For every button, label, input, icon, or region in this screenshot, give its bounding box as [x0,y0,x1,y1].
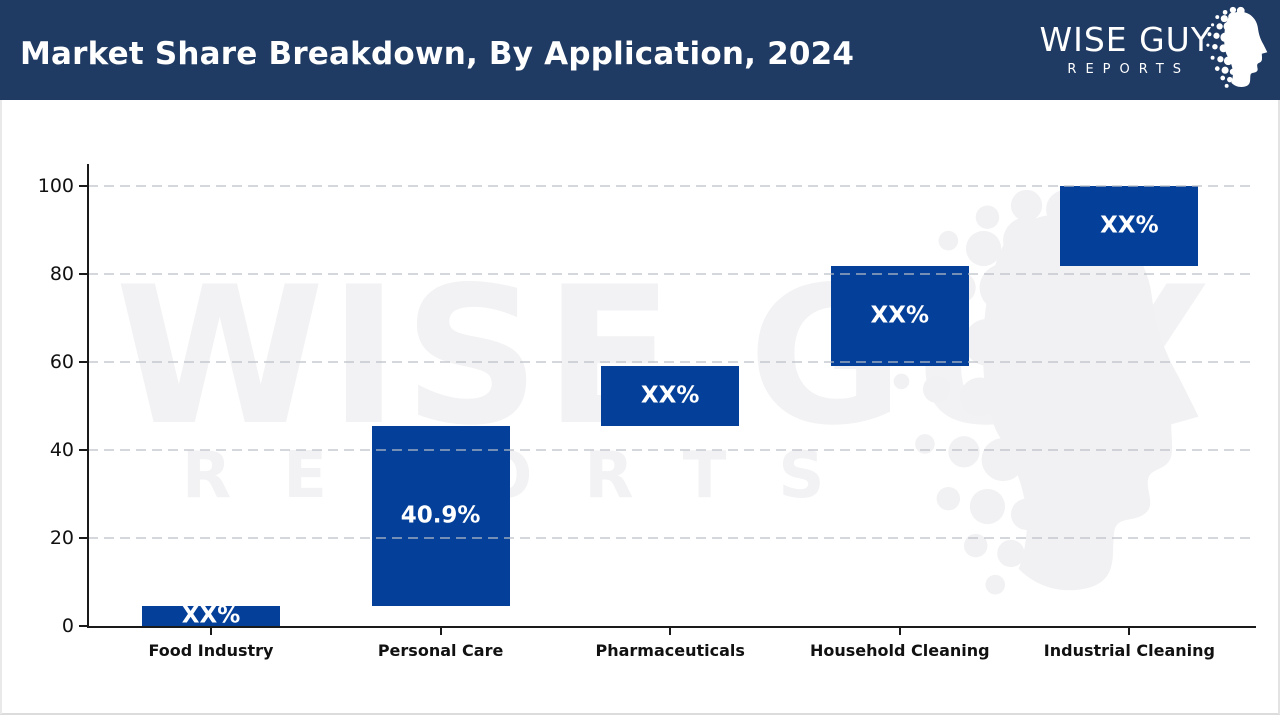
bar-food-industry: XX% [142,602,280,629]
y-tick-20 [79,537,88,539]
bar-value-label-pharmaceuticals: XX% [640,382,700,409]
bar-value-label-personal-care: 40.9% [400,502,481,529]
logo-head-icon [1206,6,1268,88]
page-title: Market Share Breakdown, By Application, … [20,36,855,72]
bottom-edge-line [0,713,1280,715]
bar-value-label-household-cleaning: XX% [870,302,930,329]
chart-area: WISE GUY REPORTS 0 20 40 60 80 100 XX% Food Ind… [0,100,1280,720]
bar-value-label-food-industry: XX% [181,602,241,629]
bar-household-cleaning: XX% [830,266,969,366]
y-tick-label-60: 60 [49,351,74,373]
gridline-100 [88,185,1256,187]
category-label-food-industry: Food Industry [148,641,274,660]
gridline-60 [88,361,1256,363]
x-tick-industrial-cleaning [1128,626,1131,635]
brand-logo: WISE GUY REPORTS [1010,4,1272,96]
bar-pharmaceuticals: XX% [601,365,740,427]
x-tick-personal-care [439,626,442,635]
y-tick-80 [79,273,88,275]
bar-personal-care: 40.9% [371,426,510,607]
y-tick-100 [79,185,88,187]
gridline-80 [88,273,1256,275]
y-axis-line [87,164,89,628]
header: Market Share Breakdown, By Application, … [0,0,1280,100]
logo-wordmark: WISE GUY [1039,20,1212,59]
bar-industrial-cleaning: XX% [1060,186,1199,267]
y-tick-label-80: 80 [49,263,74,285]
y-tick-60 [79,361,88,363]
gridline-40 [88,449,1256,451]
x-tick-pharmaceuticals [669,626,672,635]
x-axis-line [87,626,1256,628]
x-tick-household-cleaning [898,626,901,635]
logo-subtext: REPORTS [1067,62,1191,77]
y-tick-label-100: 100 [37,175,74,197]
logo-text: WISE GUY REPORTS [1039,20,1212,77]
category-label-industrial-cleaning: Industrial Cleaning [1043,641,1215,660]
x-tick-food-industry [210,626,212,635]
y-tick-0 [79,625,88,627]
bar-value-label-industrial-cleaning: XX% [1100,212,1159,239]
y-tick-label-0: 0 [61,615,74,637]
gridline-20 [88,537,1256,539]
y-tick-40 [79,449,88,451]
right-edge-line [1278,100,1280,714]
category-label-personal-care: Personal Care [377,641,504,660]
left-edge-line [0,100,2,714]
category-label-pharmaceuticals: Pharmaceuticals [595,641,745,660]
y-tick-label-20: 20 [49,527,74,549]
watermark-subtext: REPORTS [182,439,877,513]
y-tick-label-40: 40 [49,439,74,461]
category-label-household-cleaning: Household Cleaning [809,641,990,660]
